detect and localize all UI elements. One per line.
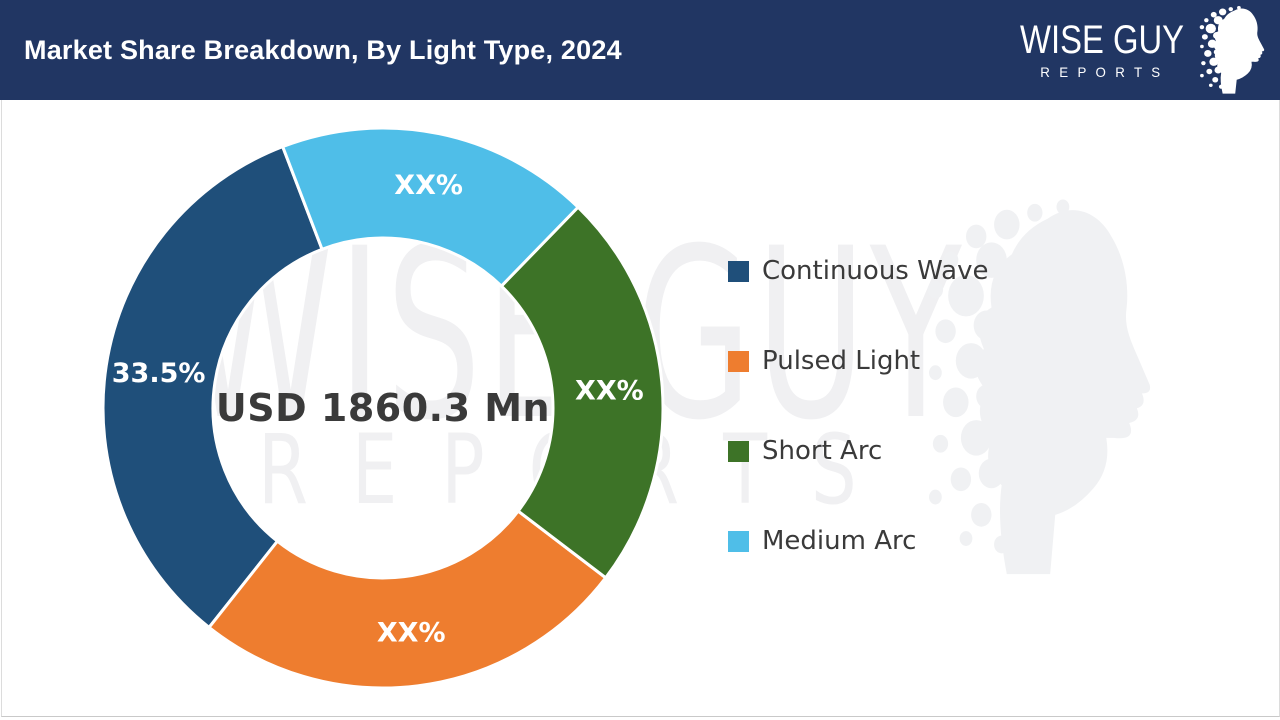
- slice-label-continuous-wave: 33.5%: [112, 358, 206, 389]
- donut-segment-continuous-wave: [101, 144, 325, 630]
- legend-label: Medium Arc: [762, 526, 917, 556]
- page-title: Market Share Breakdown, By Light Type, 2…: [24, 34, 622, 65]
- donut-center-value: USD 1860.3 Mn: [215, 386, 551, 430]
- legend: Continuous Wave Pulsed Light Short Arc M…: [728, 257, 988, 617]
- logo-wordmark: WISE GUY: [1019, 18, 1184, 62]
- legend-item-short-arc: Short Arc: [728, 437, 988, 465]
- legend-swatch: [728, 530, 749, 552]
- donut-chart: 33.5% XX% XX% XX%: [101, 126, 665, 690]
- donut-segment-medium-arc: [280, 126, 581, 289]
- legend-item-pulsed-light: Pulsed Light: [728, 347, 988, 375]
- slice-label-pulsed-light: XX%: [377, 618, 446, 649]
- legend-item-medium-arc: Medium Arc: [728, 527, 988, 555]
- legend-label: Pulsed Light: [762, 346, 921, 376]
- donut-segment-pulsed-light: [206, 508, 608, 690]
- logo-face-icon: [1199, 6, 1265, 94]
- legend-item-continuous-wave: Continuous Wave: [728, 257, 988, 285]
- legend-label: Continuous Wave: [762, 256, 989, 286]
- legend-swatch: [728, 440, 749, 462]
- slice-label-medium-arc: XX%: [394, 170, 463, 201]
- legend-swatch: [728, 260, 749, 282]
- legend-swatch: [728, 350, 749, 372]
- logo-tagline: R E P O R T S: [1040, 64, 1164, 80]
- donut-segment-short-arc: [499, 205, 665, 580]
- header-bar: Market Share Breakdown, By Light Type, 2…: [0, 0, 1280, 100]
- wise-guy-logo: WISE GUY R E P O R T S: [1002, 4, 1270, 96]
- legend-label: Short Arc: [762, 436, 883, 466]
- slice-label-short-arc: XX%: [575, 376, 644, 407]
- chart-area: WISE GUY R E P O R T S 33.5%XX%XX%XX% US…: [0, 100, 1280, 720]
